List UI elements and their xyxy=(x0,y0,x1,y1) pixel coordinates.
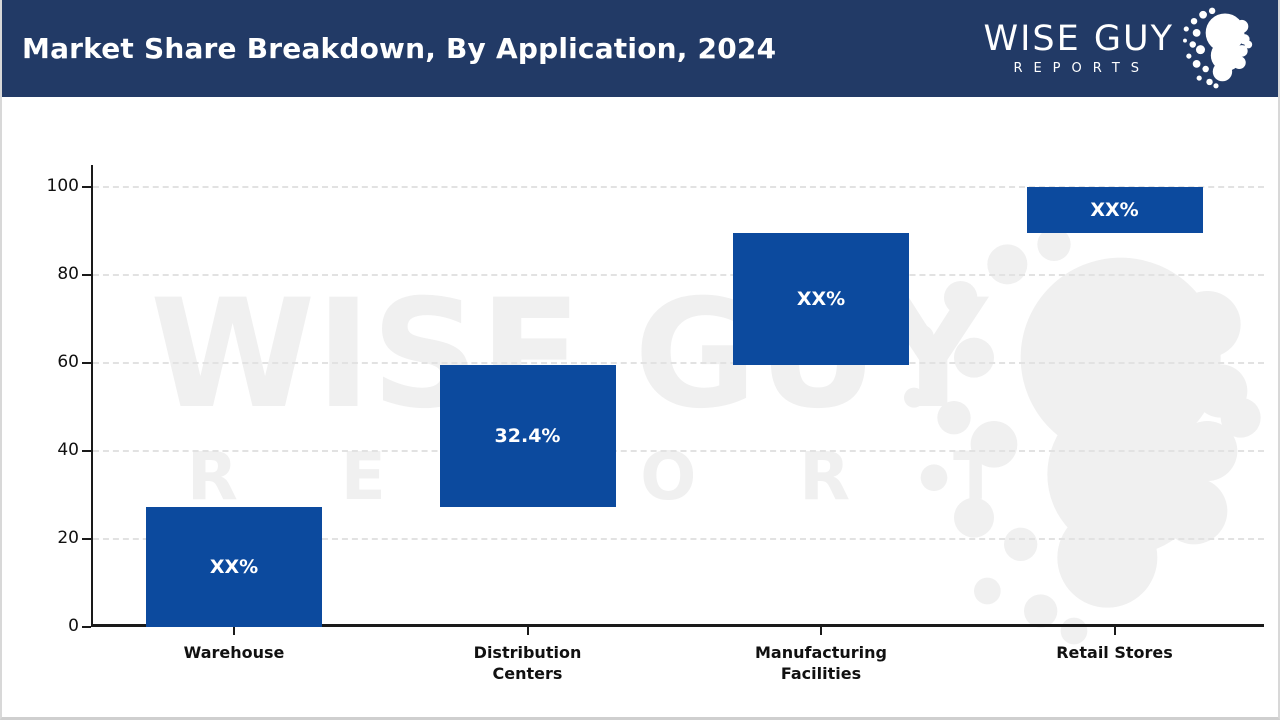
gridline-40 xyxy=(93,450,1264,452)
header-bar: Market Share Breakdown, By Application, … xyxy=(2,0,1278,97)
y-tick-label-40: 40 xyxy=(57,440,79,460)
y-tick-100 xyxy=(82,186,91,188)
y-tick-label-100: 100 xyxy=(46,176,79,196)
gridline-60 xyxy=(93,362,1264,364)
bar-value-label-manufacturing-facilities: XX% xyxy=(796,287,846,310)
y-tick-20 xyxy=(82,538,91,540)
x-axis-label-distribution-centers: Distribution Centers xyxy=(473,643,582,684)
brand-logo: WISE GUY REPORTS xyxy=(983,7,1260,91)
page-title: Market Share Breakdown, By Application, … xyxy=(22,32,777,65)
dotted-head-icon xyxy=(1183,7,1253,88)
bar-retail-stores: XX% xyxy=(1026,187,1203,234)
gridline-20 xyxy=(93,538,1264,540)
x-axis-label-warehouse: Warehouse xyxy=(183,643,285,662)
x-axis-label-retail-stores: Retail Stores xyxy=(1056,643,1173,662)
y-tick-label-20: 20 xyxy=(57,528,79,548)
gridline-100 xyxy=(93,186,1264,188)
bar-value-label-warehouse: XX% xyxy=(209,556,259,579)
y-tick-label-0: 0 xyxy=(68,616,79,636)
x-tick-warehouse xyxy=(233,627,235,635)
y-tick-80 xyxy=(82,274,91,276)
bar-value-label-retail-stores: XX% xyxy=(1090,199,1139,222)
gridline-80 xyxy=(93,274,1264,276)
brand-name: WISE GUY xyxy=(983,18,1174,59)
brand-subname: REPORTS xyxy=(1013,60,1151,76)
plot-area: 0 20 40 60 80 100 XX% Warehouse 32.4% Distributio… xyxy=(47,165,1264,683)
bar-manufacturing-facilities: XX% xyxy=(733,233,909,365)
y-tick-40 xyxy=(82,450,91,452)
y-tick-label-80: 80 xyxy=(57,264,79,284)
y-tick-60 xyxy=(82,362,91,364)
x-tick-manufacturing-facilities xyxy=(820,627,822,635)
y-tick-label-60: 60 xyxy=(57,352,79,372)
bar-warehouse: XX% xyxy=(146,507,322,627)
bar-distribution-centers: 32.4% xyxy=(439,364,616,508)
brand-logo-text: WISE GUY REPORTS xyxy=(983,18,1174,76)
y-tick-0 xyxy=(82,626,91,628)
x-axis-label-manufacturing-facilities: Manufacturing Facilities xyxy=(755,643,887,684)
bar-value-label-distribution-centers: 32.4% xyxy=(494,425,561,448)
x-tick-retail-stores xyxy=(1113,627,1116,635)
x-tick-distribution-centers xyxy=(526,627,529,635)
